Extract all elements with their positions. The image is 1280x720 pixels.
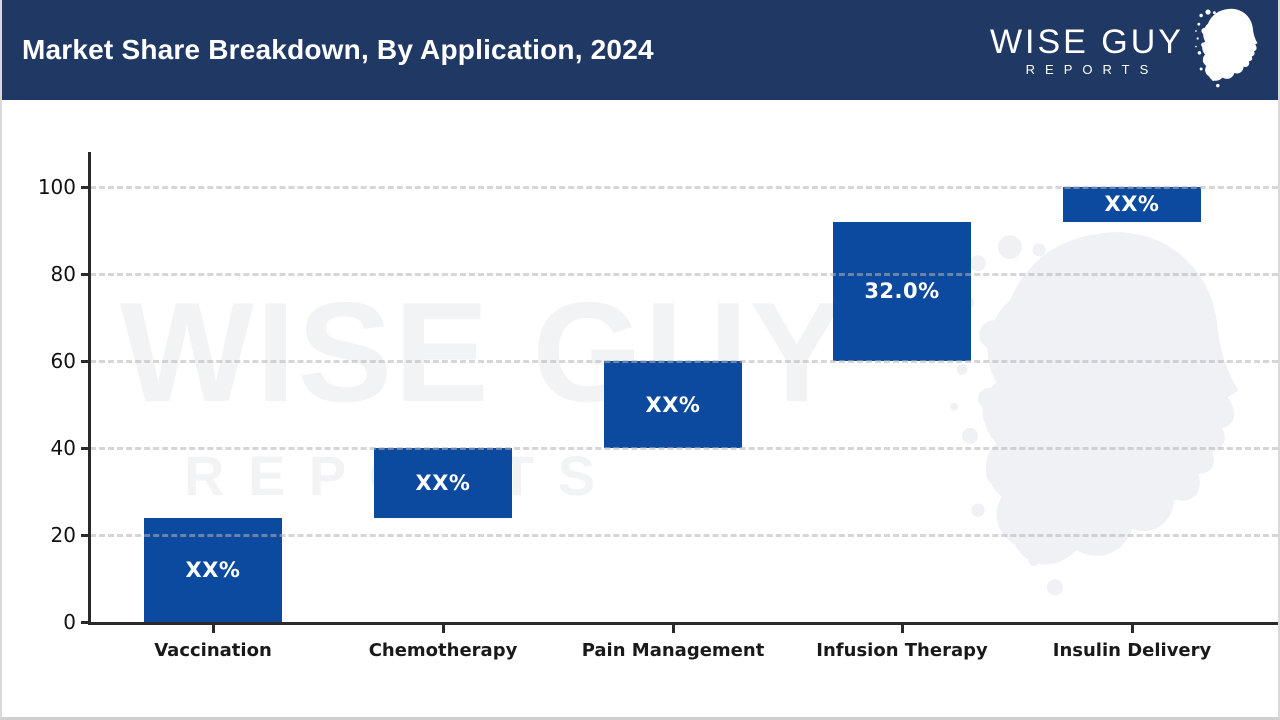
y-tick-label-40: 40 xyxy=(50,436,76,460)
x-category-label-vaccination: Vaccination xyxy=(154,640,272,661)
x-tick-mark-pain-management xyxy=(672,625,675,633)
y-tick-label-80: 80 xyxy=(50,262,76,286)
x-category-label-pain-management: Pain Management xyxy=(581,640,765,661)
x-axis-line xyxy=(88,622,1278,625)
x-tick-mark-insulin-delivery xyxy=(1131,625,1134,633)
y-tick-mark-100 xyxy=(81,186,90,189)
x-tick-mark-vaccination xyxy=(212,625,215,633)
brand-logo-text: WISE GUY REPORTS xyxy=(990,25,1184,76)
bar-value-label-chemotherapy: XX% xyxy=(415,470,471,495)
y-axis-line xyxy=(88,152,91,624)
y-tick-mark-20 xyxy=(81,534,90,537)
gridline-60 xyxy=(90,360,1278,363)
y-tick-mark-0 xyxy=(81,621,90,624)
header-bar: Market Share Breakdown, By Application, … xyxy=(2,0,1278,100)
page-title: Market Share Breakdown, By Application, … xyxy=(22,34,654,65)
y-tick-label-0: 0 xyxy=(63,610,76,634)
logo-face-icon xyxy=(1195,8,1258,88)
y-tick-mark-60 xyxy=(81,360,90,363)
bar-value-label-insulin-delivery: XX% xyxy=(1104,192,1160,217)
gridline-100 xyxy=(90,186,1278,189)
bar-value-label-vaccination: XX% xyxy=(185,557,241,582)
chart-plot-area: 0 20 40 60 80 100 XX% Vaccination XX% Chemotherap… xyxy=(2,100,1278,717)
y-tick-label-20: 20 xyxy=(50,523,76,547)
brand-subname: REPORTS xyxy=(1025,61,1159,77)
y-tick-mark-80 xyxy=(81,273,90,276)
bar-value-label-pain-management: XX% xyxy=(645,392,701,417)
bar-insulin-delivery: XX% xyxy=(1063,187,1201,222)
x-tick-mark-chemotherapy xyxy=(442,625,445,633)
x-category-label-infusion-therapy: Infusion Therapy xyxy=(816,640,988,661)
gridline-20 xyxy=(90,534,1278,537)
bar-value-label-infusion-therapy: 32.0% xyxy=(864,279,940,304)
bar-chemotherapy: XX% xyxy=(374,448,512,518)
bar-infusion-therapy: 32.0% xyxy=(833,221,971,361)
x-category-label-chemotherapy: Chemotherapy xyxy=(368,640,518,661)
y-tick-label-60: 60 xyxy=(50,349,76,373)
y-tick-mark-40 xyxy=(81,447,90,450)
gridline-80 xyxy=(90,273,1278,276)
y-tick-label-100: 100 xyxy=(37,175,76,199)
x-category-label-insulin-delivery: Insulin Delivery xyxy=(1052,640,1212,661)
gridline-40 xyxy=(90,447,1278,450)
bar-pain-management: XX% xyxy=(604,361,742,448)
brand-logo: WISE GUY REPORTS xyxy=(990,4,1264,96)
x-tick-mark-infusion-therapy xyxy=(901,625,904,633)
brand-name: WISE GUY xyxy=(989,22,1184,61)
